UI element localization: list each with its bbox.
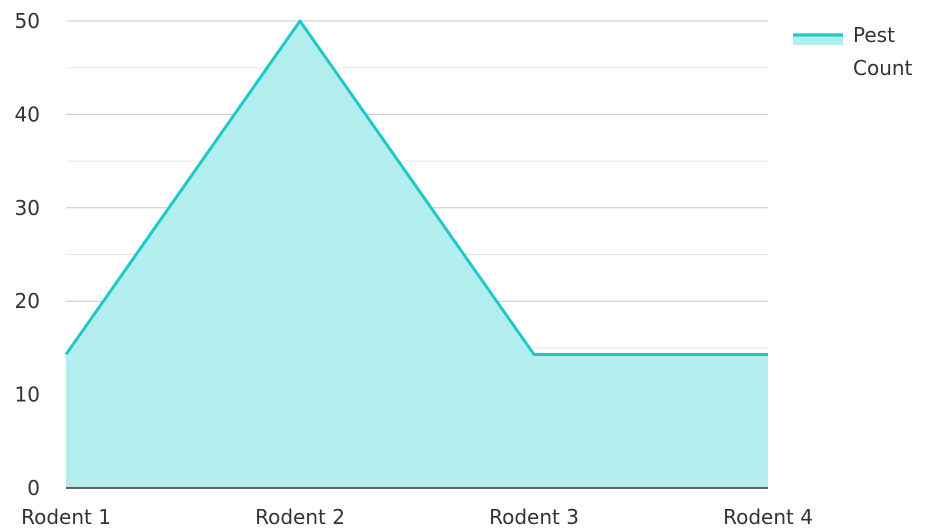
y-tick-labels: 0 10 20 30 40 50 bbox=[15, 9, 40, 500]
legend-label-line-2: Count bbox=[853, 56, 913, 80]
series-area-layer bbox=[64, 19, 768, 488]
legend: Pest Count bbox=[793, 23, 913, 80]
legend-label-line-1: Pest bbox=[853, 23, 895, 47]
y-tick-label: 30 bbox=[15, 196, 40, 220]
x-tick-label: Rodent 4 bbox=[723, 505, 813, 529]
x-tick-labels: Rodent 1 Rodent 2 Rodent 3 Rodent 4 bbox=[21, 505, 813, 529]
x-tick-label: Rodent 1 bbox=[21, 505, 111, 529]
y-tick-label: 20 bbox=[15, 289, 40, 313]
y-tick-label: 50 bbox=[15, 9, 40, 33]
series-line bbox=[64, 19, 768, 356]
y-tick-label: 10 bbox=[15, 383, 40, 407]
series-area-fill bbox=[66, 21, 768, 488]
x-tick-label: Rodent 2 bbox=[255, 505, 345, 529]
y-tick-label: 40 bbox=[15, 102, 40, 126]
y-tick-label: 0 bbox=[27, 476, 40, 500]
x-tick-label: Rodent 3 bbox=[489, 505, 579, 529]
